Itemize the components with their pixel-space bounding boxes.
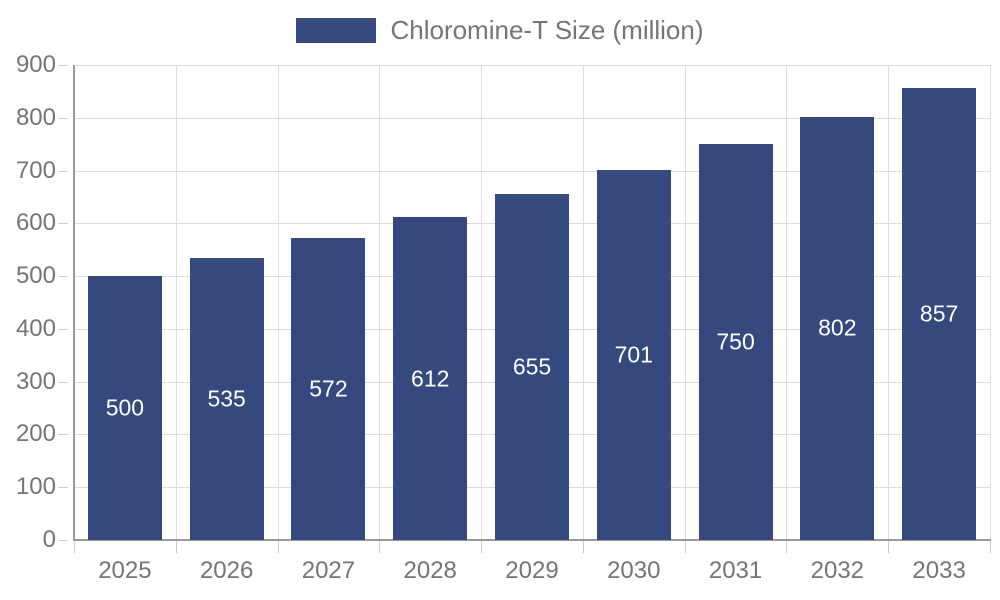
bar-value-label: 701	[614, 341, 653, 368]
gridline-vertical	[175, 65, 177, 540]
gridline-vertical	[786, 65, 788, 540]
y-tick-label: 100	[15, 473, 56, 501]
y-tick-label: 200	[15, 420, 56, 448]
x-tick-label: 2031	[708, 557, 763, 584]
gridline-vertical	[990, 65, 991, 540]
x-axis-tick	[888, 541, 890, 553]
bar[interactable]: 857	[902, 87, 977, 540]
legend-label: Chloromine-T Size (million)	[390, 14, 704, 45]
x-tick-label: 2026	[199, 557, 254, 584]
x-axis-tick	[74, 541, 75, 553]
bar-value-label: 857	[919, 300, 959, 327]
y-axis-tick	[58, 117, 68, 119]
bar[interactable]: 701	[596, 170, 671, 540]
x-axis-tick	[684, 541, 686, 553]
x-tick-label: 2028	[403, 557, 457, 584]
gridline-vertical	[582, 65, 584, 540]
x-tick-label: 2032	[810, 557, 865, 584]
y-axis-tick	[58, 381, 68, 383]
gridline-vertical	[684, 65, 686, 540]
x-axis-tick	[481, 541, 483, 553]
x-axis-tick	[379, 541, 381, 553]
y-tick-label: 300	[15, 367, 56, 395]
bar[interactable]: 535	[189, 257, 264, 540]
chart-legend[interactable]: Chloromine-T Size (million)	[0, 12, 1000, 48]
y-axis-tick	[58, 170, 68, 172]
y-tick-label: 0	[42, 526, 56, 553]
bar-value-label: 535	[207, 385, 246, 412]
y-axis-line	[73, 65, 75, 540]
x-axis-tick	[990, 541, 991, 553]
y-axis-tick	[58, 223, 68, 225]
bar-value-label: 802	[818, 314, 857, 341]
y-tick-label: 700	[15, 156, 56, 184]
legend-swatch-icon	[296, 17, 377, 43]
x-axis-tick	[277, 541, 279, 553]
bar[interactable]: 802	[800, 116, 875, 540]
y-axis-tick	[58, 328, 68, 330]
y-axis-tick	[58, 276, 68, 278]
gridline-vertical	[379, 65, 381, 540]
x-tick-label: 2033	[912, 557, 966, 584]
x-tick-label: 2029	[505, 557, 559, 584]
y-tick-label: 500	[15, 262, 56, 290]
bar-value-label: 572	[309, 375, 348, 402]
x-axis-tick	[175, 541, 177, 553]
y-axis-tick	[58, 540, 68, 541]
plot-area: 500 535 572 612 655 701 750 802 857	[58, 65, 991, 553]
y-tick-label: 400	[15, 314, 56, 342]
gridline-horizontal	[74, 65, 990, 66]
y-tick-label: 800	[15, 103, 56, 131]
gridline-vertical	[277, 65, 279, 540]
y-axis-tick	[58, 434, 68, 436]
x-tick-label: 2027	[301, 557, 356, 584]
x-axis-line	[73, 539, 991, 541]
bar[interactable]: 750	[698, 144, 773, 540]
bar[interactable]: 500	[87, 276, 162, 540]
y-axis-tick	[58, 487, 68, 489]
y-tick-label: 600	[15, 209, 56, 237]
bar[interactable]: 655	[495, 194, 569, 540]
x-tick-label: 2025	[98, 557, 152, 584]
y-tick-label: 900	[15, 51, 56, 78]
y-axis-tick	[58, 65, 68, 66]
bar[interactable]: 572	[291, 238, 366, 540]
gridline-vertical	[481, 65, 483, 540]
gridline-vertical	[888, 65, 890, 540]
x-axis-tick	[582, 541, 584, 553]
bar-value-label: 500	[105, 394, 145, 421]
gridline-horizontal	[74, 117, 990, 119]
x-axis-tick	[786, 541, 788, 553]
bar-value-label: 750	[716, 328, 755, 355]
gridline-horizontal	[74, 170, 990, 172]
bar[interactable]: 612	[393, 217, 468, 540]
bar-value-label: 655	[512, 353, 552, 380]
bar-value-label: 612	[411, 365, 450, 391]
x-tick-label: 2030	[607, 557, 661, 584]
